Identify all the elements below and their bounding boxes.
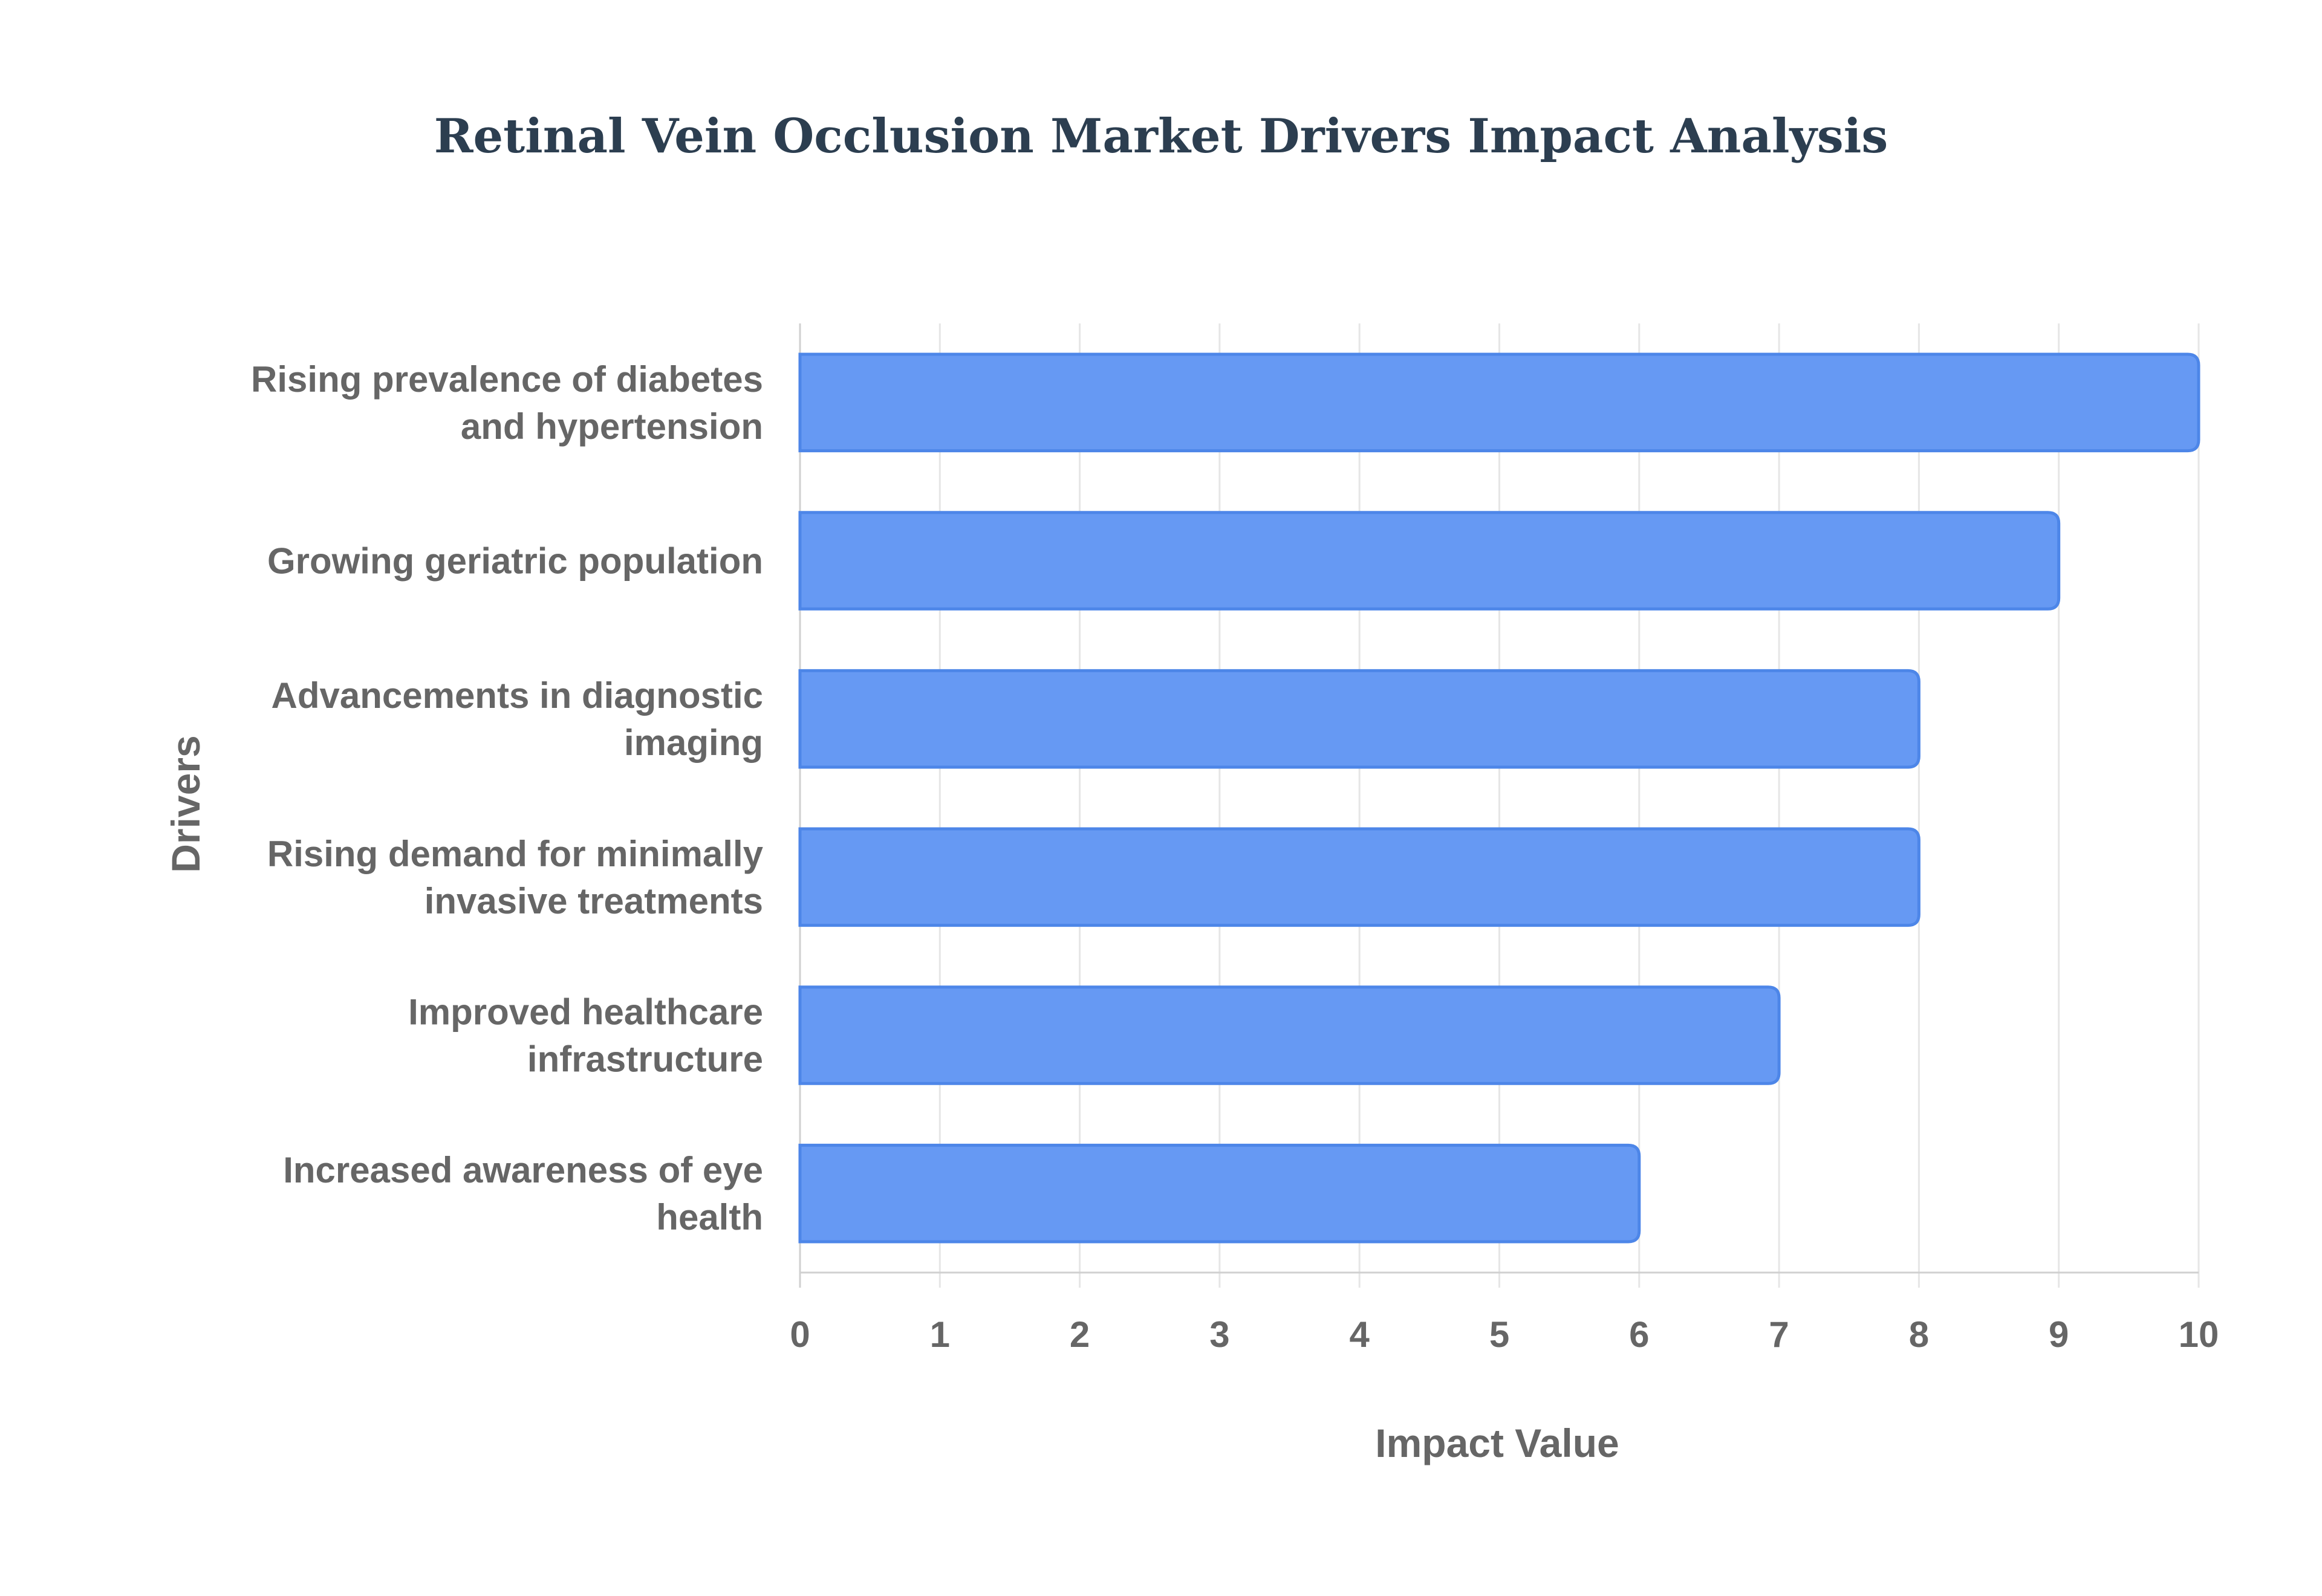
category-labels: Rising prevalence of diabetes and hyperte…	[251, 359, 764, 1238]
x-tick-labels: 0 1 2 3 4 5 6 7 8 9 10	[790, 1314, 2219, 1355]
category-label: Rising prevalence of diabetes and hyperte…	[251, 359, 763, 447]
x-tick-label: 0	[790, 1314, 810, 1355]
x-tick-label: 7	[1769, 1314, 1789, 1355]
x-tick-label: 4	[1350, 1314, 1370, 1355]
category-label: Increased awareness of eye health	[283, 1150, 763, 1238]
x-tick-label: 10	[2179, 1314, 2219, 1355]
y-axis-title: Drivers	[163, 735, 208, 873]
grid-layer	[799, 323, 2200, 1288]
category-label: Improved healthcare infrastructure	[408, 992, 763, 1080]
bar	[798, 352, 2200, 453]
bar	[798, 985, 1781, 1085]
x-tick-label: 2	[1070, 1314, 1090, 1355]
category-label: Growing geriatric population	[267, 541, 763, 582]
bar	[798, 827, 1920, 927]
x-tick-label: 1	[930, 1314, 950, 1355]
x-tick-label: 9	[2049, 1314, 2069, 1355]
bar	[798, 1143, 1641, 1244]
x-tick-label: 5	[1489, 1314, 1509, 1355]
chart-title: Retinal Vein Occlusion Market Drivers Im…	[434, 109, 1888, 164]
x-tick-label: 8	[1909, 1314, 1929, 1355]
x-tick-label: 3	[1209, 1314, 1229, 1355]
x-tick-label: 6	[1629, 1314, 1649, 1355]
bar	[798, 511, 2061, 611]
category-label: Rising demand for minimally invasive trea…	[267, 834, 764, 921]
category-label: Advancements in diagnostic imaging	[271, 675, 763, 763]
bar-layer	[798, 352, 2200, 1244]
bar	[798, 669, 1920, 769]
x-axis-title: Impact Value	[1375, 1421, 1619, 1465]
